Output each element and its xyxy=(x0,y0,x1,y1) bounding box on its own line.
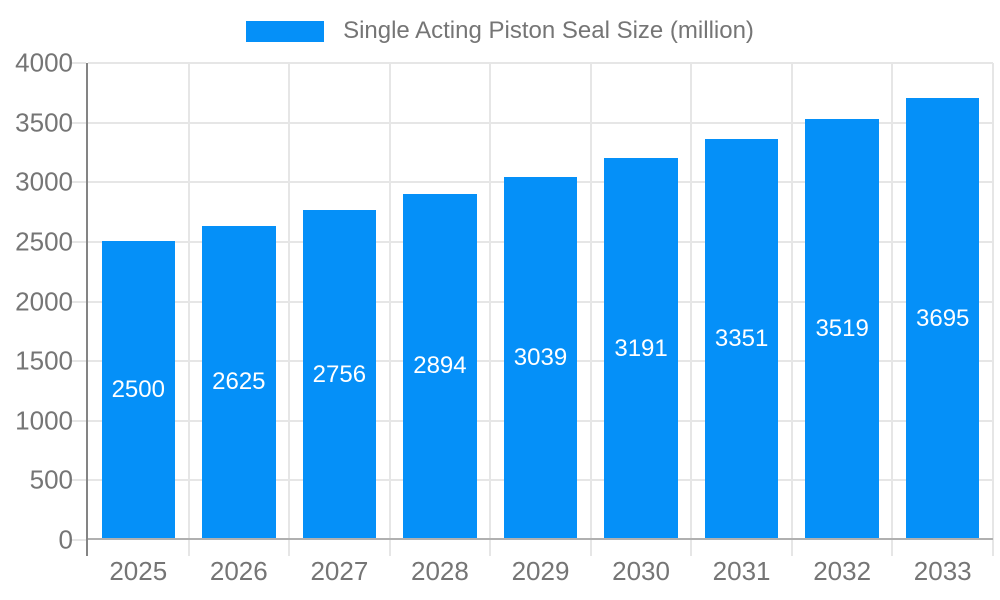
x-axis-label: 2025 xyxy=(109,556,168,586)
bar-value-label: 3351 xyxy=(714,325,769,353)
bar-value-label: 2756 xyxy=(312,360,367,388)
y-axis-tick xyxy=(70,360,86,363)
vertical-gridline xyxy=(388,63,391,556)
vertical-gridline xyxy=(288,63,291,556)
x-axis-baseline xyxy=(88,538,993,540)
bar[interactable]: 2756 xyxy=(302,210,377,539)
bar-value-label: 2500 xyxy=(111,375,165,403)
y-axis-label: 4000 xyxy=(15,47,73,78)
bar[interactable]: 3695 xyxy=(906,98,980,539)
x-axis-label: 2031 xyxy=(712,556,771,586)
bar-value-label: 3039 xyxy=(513,343,568,371)
bar[interactable]: 3519 xyxy=(805,119,879,539)
bar[interactable]: 2625 xyxy=(202,225,276,539)
bar[interactable]: 2894 xyxy=(403,193,477,539)
x-axis-label: 2029 xyxy=(511,556,570,586)
vertical-gridline xyxy=(489,63,492,556)
x-axis-label: 2032 xyxy=(813,556,872,586)
bar-value-label: 3519 xyxy=(815,315,869,343)
bar[interactable]: 3039 xyxy=(503,176,578,539)
vertical-gridline xyxy=(690,63,693,556)
vertical-gridline xyxy=(891,63,894,556)
y-axis-tick xyxy=(70,419,86,422)
y-axis-tick xyxy=(70,539,86,541)
y-axis-label: 3000 xyxy=(15,166,73,197)
y-axis-label: 2500 xyxy=(15,226,73,257)
horizontal-gridline xyxy=(88,121,993,124)
vertical-gridline xyxy=(589,63,592,556)
x-axis-label: 2033 xyxy=(913,556,972,586)
y-axis-tick xyxy=(70,121,86,124)
bar-value-label: 3695 xyxy=(916,304,970,332)
bar-value-label: 2625 xyxy=(212,368,266,396)
y-axis-tick xyxy=(70,300,86,303)
y-axis-tick xyxy=(70,479,86,482)
vertical-gridline xyxy=(187,63,190,556)
x-axis-label: 2030 xyxy=(612,556,670,586)
plot-area: 0 500 1000 1500 2000 2500 3000 3500 4000 2500 2025… xyxy=(15,48,994,586)
y-axis-label: 1500 xyxy=(15,345,73,376)
y-axis-line xyxy=(86,63,88,556)
y-axis-label: 3500 xyxy=(15,107,73,138)
x-axis-label: 2027 xyxy=(310,556,369,586)
bar-value-label: 3191 xyxy=(614,334,668,362)
horizontal-gridline xyxy=(88,62,993,64)
x-axis-label: 2026 xyxy=(209,556,268,586)
y-axis-tick xyxy=(70,240,86,243)
bar[interactable]: 3191 xyxy=(604,158,678,539)
y-axis-label: 500 xyxy=(29,464,73,495)
y-axis-tick xyxy=(70,181,86,184)
vertical-gridline xyxy=(992,63,994,556)
bar[interactable]: 2500 xyxy=(101,240,175,539)
x-axis-label: 2028 xyxy=(411,556,469,586)
vertical-gridline xyxy=(790,63,793,556)
y-axis-label: 2000 xyxy=(15,286,73,316)
y-axis-label: 1000 xyxy=(15,405,73,436)
bar-value-label: 2894 xyxy=(413,352,467,380)
chart-legend[interactable]: Single Acting Piston Seal Size (million) xyxy=(0,17,1000,45)
legend-swatch-icon xyxy=(246,20,325,42)
y-axis-label: 0 xyxy=(58,524,73,555)
bar[interactable]: 3351 xyxy=(704,139,779,539)
legend-label: Single Acting Piston Seal Size (million) xyxy=(343,17,754,44)
y-axis-tick xyxy=(70,62,86,64)
